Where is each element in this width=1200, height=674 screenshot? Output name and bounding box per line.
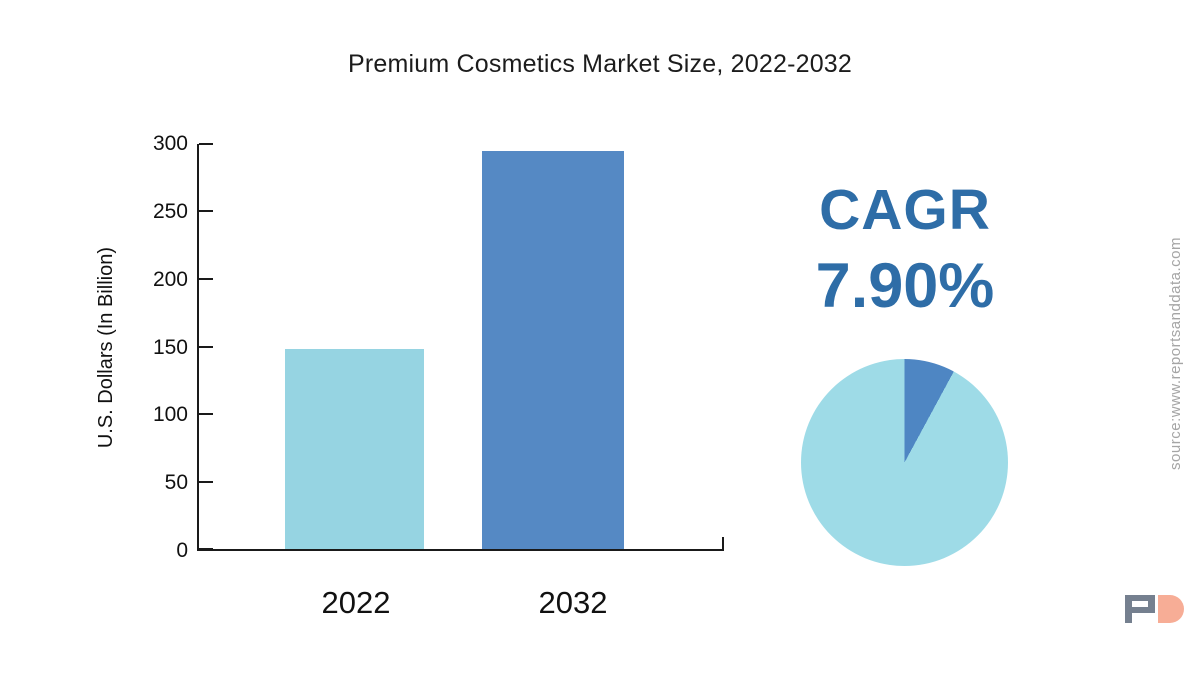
chart-title: Premium Cosmetics Market Size, 2022-2032 xyxy=(347,50,853,78)
logo-letter-r xyxy=(1125,595,1155,623)
y-tick-label: 200 xyxy=(152,267,188,291)
y-axis-tick xyxy=(199,480,213,483)
x-axis-labels: 2022 2032 xyxy=(197,585,724,625)
y-axis-tick xyxy=(199,412,213,415)
y-tick-label: 250 xyxy=(152,199,188,223)
cagr-block: CAGR 7.90% xyxy=(760,180,1050,318)
bar-2022 xyxy=(285,349,424,549)
logo-letter-d xyxy=(1158,595,1184,623)
y-tick-label: 50 xyxy=(164,471,188,495)
logo-r-midbar xyxy=(1125,607,1155,613)
y-axis-tick xyxy=(199,277,213,280)
plot-area xyxy=(197,143,724,551)
y-tick-label: 0 xyxy=(176,539,188,562)
logo-r-topbar xyxy=(1125,595,1155,601)
cagr-label: CAGR xyxy=(819,178,991,242)
source-container: source:www.reportsanddata.com xyxy=(1167,158,1184,548)
source-text: source:www.reportsanddata.com xyxy=(1167,236,1184,470)
x-axis-end-tick xyxy=(722,537,724,549)
bar-2032 xyxy=(482,150,624,549)
y-tick-label: 300 xyxy=(152,132,188,155)
logo-r-rightbar xyxy=(1148,595,1155,613)
y-axis-tick xyxy=(199,548,213,550)
y-tick-label: 150 xyxy=(152,335,188,359)
cagr-pie-chart xyxy=(801,359,1008,566)
cagr-value: 7.90% xyxy=(815,251,995,321)
y-axis-tick xyxy=(199,143,213,145)
y-tick-label: 100 xyxy=(152,403,188,427)
x-label-2022: 2022 xyxy=(321,585,391,620)
y-tick-labels: 0 50 100 150 200 250 300 xyxy=(0,132,188,562)
brand-logo xyxy=(1125,595,1184,623)
y-axis-tick xyxy=(199,210,213,213)
y-axis-tick xyxy=(199,345,213,348)
x-label-2032: 2032 xyxy=(538,585,608,620)
